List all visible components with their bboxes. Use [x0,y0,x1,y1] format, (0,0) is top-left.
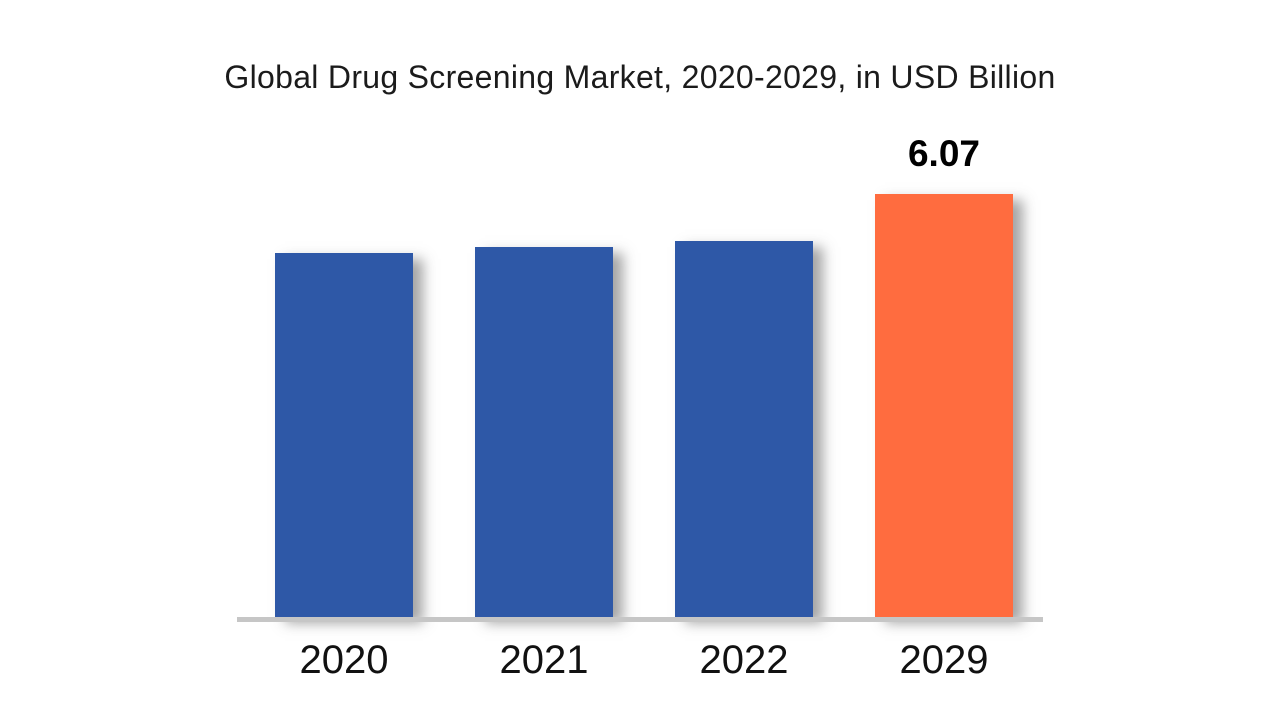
bar-group-2021 [475,225,613,617]
bar-group-2029: 6.07 [875,135,1013,617]
bar-group-2022 [675,219,813,617]
x-axis-line [237,617,1043,622]
bar-2021 [475,247,613,617]
bar-2029 [875,194,1013,617]
x-tick-label-2022: 2022 [699,638,789,682]
x-tick-label-2029: 2029 [899,638,989,682]
bar-group-2020 [275,231,413,617]
plot-area: 6.07 [275,0,1013,617]
bar-2022 [675,241,813,617]
bar-2020 [275,253,413,617]
chart-title: Global Drug Screening Market, 2020-2029,… [224,59,1056,95]
bar-value-label-2029: 6.07 [907,133,980,174]
x-tick-label-2020: 2020 [299,638,389,682]
x-axis-labels: 2020 2021 2022 2029 [275,640,1013,680]
x-tick-label-2021: 2021 [499,638,589,682]
